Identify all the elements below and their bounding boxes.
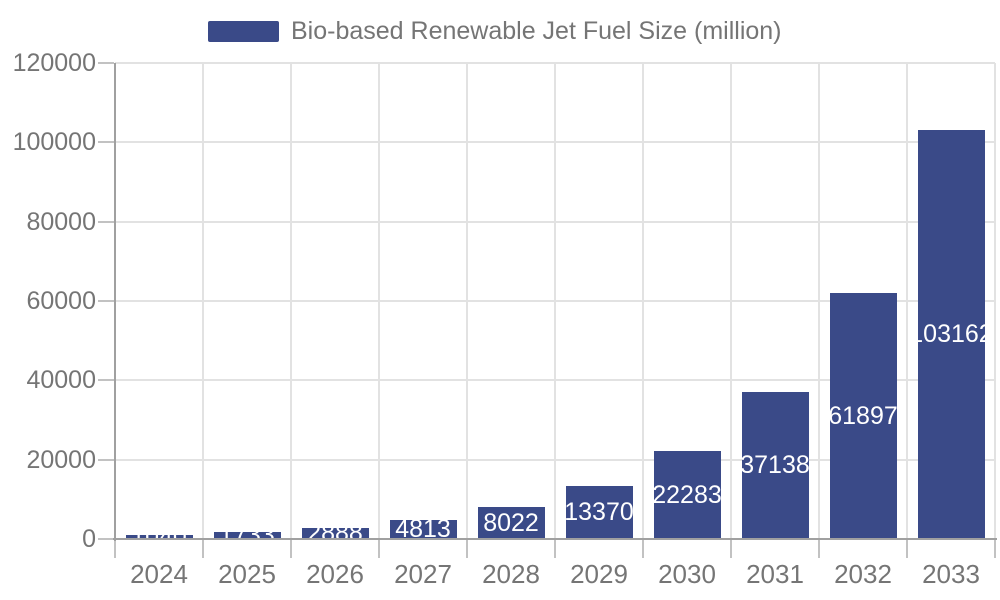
- x-axis-label: 2029: [570, 559, 628, 589]
- y-axis-tick: [98, 458, 114, 461]
- bar[interactable]: 1733: [213, 532, 281, 539]
- x-axis-label: 2031: [746, 559, 804, 589]
- bar-value-label: 61897: [829, 401, 897, 430]
- y-axis-line: [114, 63, 116, 541]
- x-axis-tick: [642, 540, 644, 558]
- y-axis-label: 0: [82, 525, 96, 553]
- bar[interactable]: 61897: [829, 293, 897, 539]
- x-axis-tick: [906, 540, 908, 558]
- x-axis-label: 2024: [130, 559, 188, 589]
- x-axis-label: 2026: [306, 559, 364, 589]
- bar-value-label: 37138: [741, 451, 809, 479]
- bar[interactable]: 8022: [477, 507, 545, 539]
- bar[interactable]: 1040: [125, 535, 193, 539]
- y-axis-label: 100000: [12, 128, 96, 157]
- y-axis-label: 60000: [26, 287, 96, 315]
- v-gridline: [642, 63, 644, 539]
- bar[interactable]: 4813: [389, 520, 457, 539]
- x-axis-label: 2030: [658, 559, 716, 589]
- bar[interactable]: 2888: [301, 528, 369, 539]
- v-gridline: [378, 63, 380, 539]
- x-axis-label: 2027: [394, 559, 452, 589]
- x-axis-tick: [994, 540, 996, 558]
- v-gridline: [466, 63, 468, 539]
- y-axis-tick: [98, 538, 114, 540]
- v-gridline: [290, 63, 292, 539]
- y-axis-tick: [98, 220, 114, 223]
- x-axis-label: 2025: [218, 559, 276, 589]
- v-gridline: [554, 63, 556, 539]
- v-gridline: [906, 63, 908, 539]
- x-axis-tick: [818, 540, 820, 558]
- bar-value-label: 2888: [307, 528, 363, 539]
- bar[interactable]: 13370: [565, 486, 633, 539]
- y-axis-tick: [98, 141, 114, 144]
- bar-value-label: 1733: [219, 532, 275, 539]
- bar[interactable]: 22283: [653, 451, 721, 539]
- x-axis-tick: [202, 540, 204, 558]
- x-axis-tick: [114, 540, 116, 558]
- bar[interactable]: 37138: [741, 392, 809, 539]
- y-axis-label: 40000: [26, 366, 96, 395]
- y-axis-tick: [98, 62, 114, 64]
- y-axis-label: 120000: [12, 49, 96, 77]
- x-axis-tick: [466, 540, 468, 558]
- bar-value-label: 4813: [395, 520, 451, 539]
- v-gridline: [730, 63, 732, 539]
- bar[interactable]: 103162: [917, 130, 985, 539]
- v-gridline: [994, 63, 996, 539]
- x-axis-label: 2032: [834, 559, 892, 589]
- chart-title[interactable]: Bio-based Renewable Jet Fuel Size (milli…: [291, 17, 782, 45]
- y-axis-label: 20000: [26, 445, 96, 474]
- y-axis-tick: [98, 300, 114, 302]
- x-axis-tick: [290, 540, 292, 558]
- legend-swatch[interactable]: [208, 21, 279, 42]
- x-axis-line: [113, 538, 997, 540]
- x-axis-tick: [378, 540, 380, 558]
- v-gridline: [818, 63, 820, 539]
- bar-value-label: 13370: [565, 498, 633, 526]
- x-axis-tick: [730, 540, 732, 558]
- y-axis-label: 80000: [26, 207, 96, 236]
- plot-area: 0 20000 40000 60000 80000 100000 120000 1040 202…: [13, 49, 997, 589]
- bar-value-label: 103162: [918, 320, 985, 348]
- bar-value-label: 1040: [131, 535, 187, 539]
- x-axis-label: 2028: [482, 559, 540, 589]
- y-axis-tick: [98, 379, 114, 382]
- x-axis-tick: [554, 540, 556, 558]
- bar-value-label: 22283: [653, 480, 721, 509]
- bar-value-label: 8022: [483, 508, 539, 537]
- v-gridline: [202, 63, 204, 539]
- x-axis-label: 2033: [922, 559, 980, 589]
